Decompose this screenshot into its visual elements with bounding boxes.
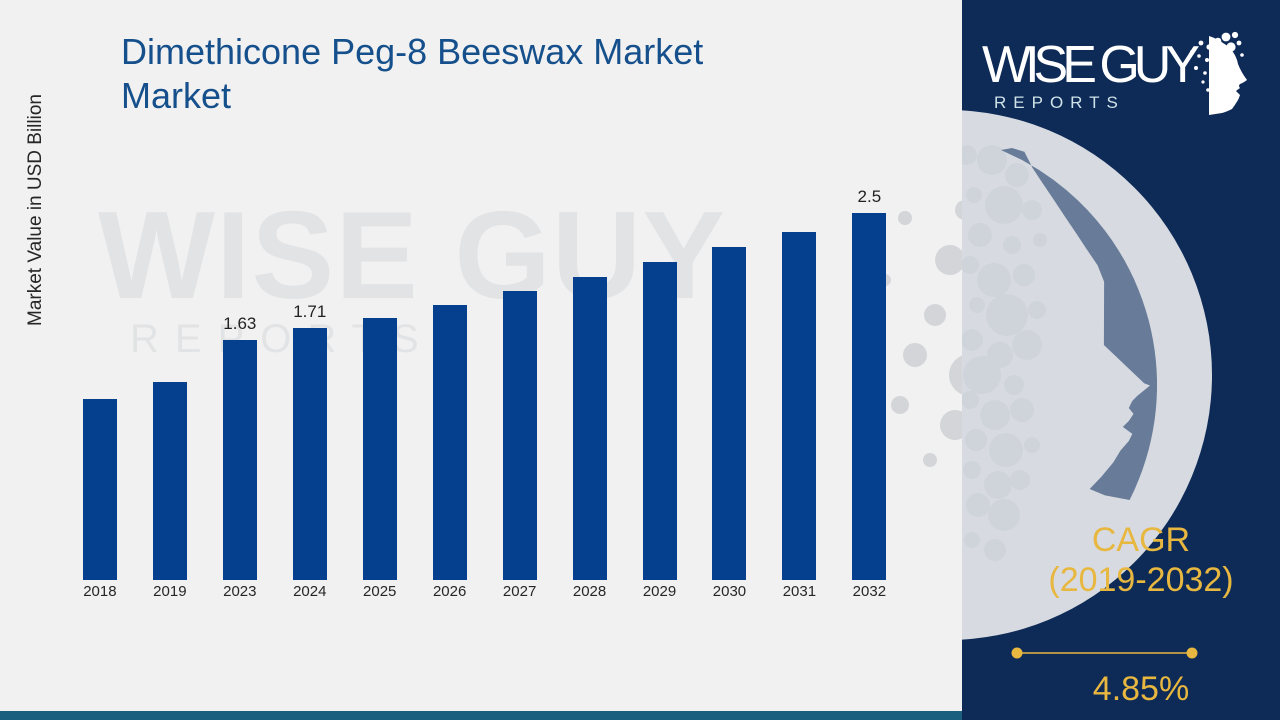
svg-text:WISE GUY: WISE GUY bbox=[982, 36, 1199, 94]
svg-text:WISE GUY: WISE GUY bbox=[98, 187, 726, 325]
svg-text:REPORTS: REPORTS bbox=[994, 93, 1125, 112]
